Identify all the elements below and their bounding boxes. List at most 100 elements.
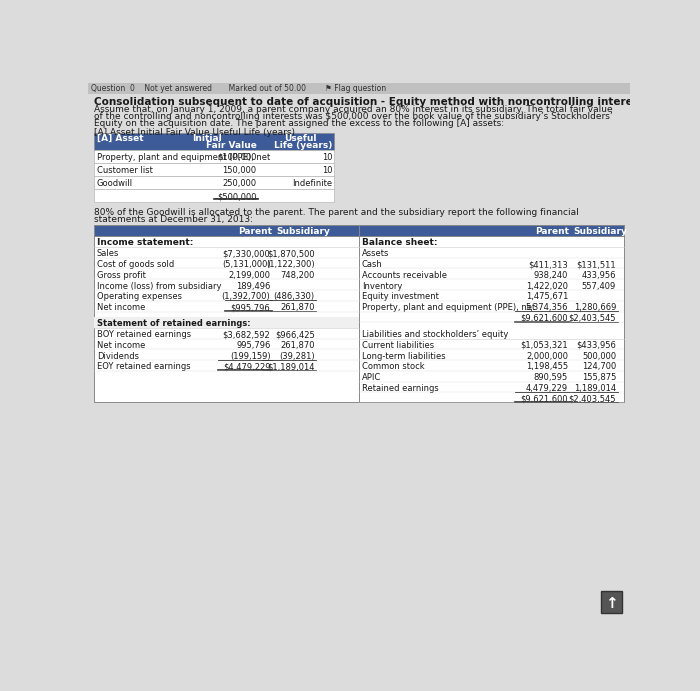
- Text: 155,875: 155,875: [582, 373, 616, 382]
- Text: 500,000: 500,000: [582, 352, 616, 361]
- Text: 189,496: 189,496: [236, 281, 270, 291]
- Bar: [94, 225, 358, 236]
- Text: $7,330,000: $7,330,000: [223, 249, 270, 258]
- Text: Common stock: Common stock: [362, 363, 424, 372]
- Bar: [94, 150, 334, 163]
- Text: statements at December 31, 2013:: statements at December 31, 2013:: [94, 215, 253, 224]
- Text: Inventory: Inventory: [362, 281, 402, 291]
- Text: Life (years): Life (years): [274, 141, 332, 150]
- Text: Net income: Net income: [97, 303, 145, 312]
- Text: Sales: Sales: [97, 249, 119, 258]
- Bar: [88, 83, 630, 94]
- Text: Subsidiary: Subsidiary: [573, 227, 627, 236]
- Text: 433,956: 433,956: [582, 271, 616, 280]
- Text: Gross profit: Gross profit: [97, 271, 146, 280]
- Bar: [601, 591, 622, 613]
- Text: Assume that, on January 1, 2009, a parent company acquired an 80% interest in it: Assume that, on January 1, 2009, a paren…: [94, 105, 612, 114]
- Text: Retained earnings: Retained earnings: [362, 384, 439, 393]
- Text: 938,240: 938,240: [533, 271, 568, 280]
- Text: $100,000: $100,000: [217, 153, 256, 162]
- Text: $1,870,500: $1,870,500: [267, 249, 314, 258]
- Text: Initial: Initial: [192, 134, 222, 143]
- Text: 10: 10: [322, 166, 332, 175]
- Text: $500,000: $500,000: [217, 192, 256, 201]
- Text: 10: 10: [322, 153, 332, 162]
- Text: 80% of the Goodwill is allocated to the parent. The parent and the subsidiary re: 80% of the Goodwill is allocated to the …: [94, 208, 578, 217]
- Text: Property, plant and equipment (PPE), net: Property, plant and equipment (PPE), net: [97, 153, 270, 162]
- Text: 250,000: 250,000: [223, 179, 256, 188]
- Text: 124,700: 124,700: [582, 363, 616, 372]
- Text: (5,131,000): (5,131,000): [222, 260, 270, 269]
- Text: $1,189,014: $1,189,014: [267, 363, 314, 372]
- Text: 5,374,356: 5,374,356: [526, 303, 568, 312]
- Text: 4,479,229: 4,479,229: [526, 384, 568, 393]
- Text: 1,189,014: 1,189,014: [574, 384, 616, 393]
- Text: 2,000,000: 2,000,000: [526, 352, 568, 361]
- Text: Parent: Parent: [238, 227, 272, 236]
- Text: (39,281): (39,281): [279, 352, 314, 361]
- Bar: [94, 163, 334, 176]
- Text: 1,475,671: 1,475,671: [526, 292, 568, 301]
- Text: (199,159): (199,159): [230, 352, 270, 361]
- Text: of the controlling and noncontrolling interests was $500,000 over the book value: of the controlling and noncontrolling in…: [94, 112, 612, 121]
- Text: Dividends: Dividends: [97, 352, 139, 361]
- Text: $966,425: $966,425: [275, 330, 314, 339]
- Text: Property, plant and equipment (PPE), net: Property, plant and equipment (PPE), net: [362, 303, 535, 312]
- Text: 1,280,669: 1,280,669: [574, 303, 616, 312]
- Text: 261,870: 261,870: [280, 341, 314, 350]
- Text: Parent: Parent: [536, 227, 570, 236]
- Text: Customer list: Customer list: [97, 166, 153, 175]
- Text: $4,479,229: $4,479,229: [223, 363, 270, 372]
- Text: 890,595: 890,595: [533, 373, 568, 382]
- Text: BOY retained earnings: BOY retained earnings: [97, 330, 191, 339]
- Text: Indefinite: Indefinite: [293, 179, 332, 188]
- Text: Equity on the acquisition date. The parent assigned the excess to the following : Equity on the acquisition date. The pare…: [94, 119, 504, 128]
- Text: Statement of retained earnings:: Statement of retained earnings:: [97, 319, 251, 328]
- Text: Operating expenses: Operating expenses: [97, 292, 182, 301]
- Text: Net income: Net income: [97, 341, 145, 350]
- Text: APIC: APIC: [362, 373, 381, 382]
- Text: $3,682,592: $3,682,592: [223, 330, 270, 339]
- Text: Long-term liabilities: Long-term liabilities: [362, 352, 445, 361]
- Text: $9,621,600: $9,621,600: [520, 395, 568, 404]
- Text: $995,796: $995,796: [230, 303, 270, 312]
- Text: (486,330): (486,330): [274, 292, 314, 301]
- Bar: [94, 317, 358, 328]
- Bar: [94, 225, 624, 402]
- Text: $9,621,600: $9,621,600: [520, 314, 568, 323]
- Text: Fair Value: Fair Value: [206, 141, 256, 150]
- Text: Assets: Assets: [362, 249, 389, 258]
- Text: Income statement:: Income statement:: [97, 238, 193, 247]
- Text: (1,392,700): (1,392,700): [222, 292, 270, 301]
- Text: 1,422,020: 1,422,020: [526, 281, 568, 291]
- Text: Cash: Cash: [362, 260, 383, 269]
- Text: (1,122,300): (1,122,300): [266, 260, 314, 269]
- Text: EOY retained earnings: EOY retained earnings: [97, 363, 190, 372]
- Text: Accounts receivable: Accounts receivable: [362, 271, 447, 280]
- Text: Question  0    Not yet answered       Marked out of 50.00        ⚑ Flag question: Question 0 Not yet answered Marked out o…: [90, 84, 386, 93]
- Text: Balance sheet:: Balance sheet:: [362, 238, 438, 247]
- Bar: [358, 225, 624, 236]
- Text: Income (loss) from subsidiary: Income (loss) from subsidiary: [97, 281, 221, 291]
- Text: Equity investment: Equity investment: [362, 292, 439, 301]
- Text: $2,403,545: $2,403,545: [568, 395, 616, 404]
- Text: $433,956: $433,956: [576, 341, 616, 350]
- Text: Liabilities and stockholders’ equity: Liabilities and stockholders’ equity: [362, 330, 508, 339]
- Text: $2,403,545: $2,403,545: [568, 314, 616, 323]
- Text: 150,000: 150,000: [223, 166, 256, 175]
- Text: [A] Asset: [A] Asset: [97, 134, 144, 143]
- Text: Subsidiary: Subsidiary: [276, 227, 330, 236]
- Text: $411,313: $411,313: [528, 260, 568, 269]
- Text: Cost of goods sold: Cost of goods sold: [97, 260, 174, 269]
- Bar: [94, 133, 334, 150]
- Bar: [94, 189, 334, 202]
- Text: ↑: ↑: [605, 596, 618, 611]
- Bar: [94, 176, 334, 189]
- Text: $131,511: $131,511: [576, 260, 616, 269]
- Text: Current liabilities: Current liabilities: [362, 341, 434, 350]
- Text: $1,053,321: $1,053,321: [520, 341, 568, 350]
- Text: Useful: Useful: [284, 134, 317, 143]
- Text: 995,796: 995,796: [236, 341, 270, 350]
- Text: 748,200: 748,200: [280, 271, 314, 280]
- Text: 2,199,000: 2,199,000: [228, 271, 270, 280]
